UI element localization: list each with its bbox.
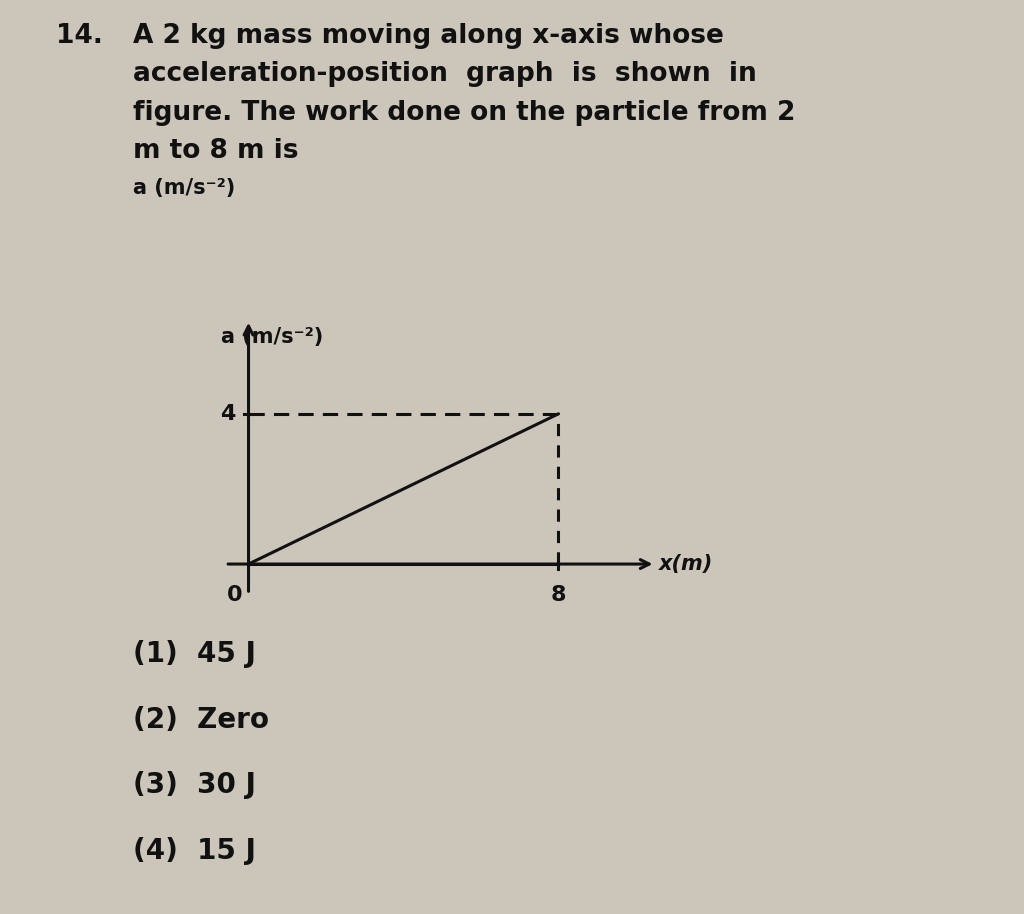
Text: A 2 kg mass moving along x-axis whose: A 2 kg mass moving along x-axis whose bbox=[133, 23, 724, 48]
Text: a (m/s⁻²): a (m/s⁻²) bbox=[133, 178, 236, 198]
Text: (4)  15 J: (4) 15 J bbox=[133, 837, 256, 866]
Text: 14.: 14. bbox=[56, 23, 103, 48]
Text: (2)  Zero: (2) Zero bbox=[133, 706, 269, 734]
Text: 4: 4 bbox=[219, 404, 234, 424]
Text: m to 8 m is: m to 8 m is bbox=[133, 138, 299, 164]
Text: acceleration-position  graph  is  shown  in: acceleration-position graph is shown in bbox=[133, 61, 757, 87]
Text: (3)  30 J: (3) 30 J bbox=[133, 771, 256, 800]
Text: x(m): x(m) bbox=[659, 554, 714, 574]
Text: 0: 0 bbox=[227, 585, 243, 605]
Text: 8: 8 bbox=[551, 585, 566, 605]
Text: (1)  45 J: (1) 45 J bbox=[133, 640, 256, 668]
Text: a (m/s⁻²): a (m/s⁻²) bbox=[221, 327, 324, 347]
Text: figure. The work done on the particle from 2: figure. The work done on the particle fr… bbox=[133, 100, 796, 125]
